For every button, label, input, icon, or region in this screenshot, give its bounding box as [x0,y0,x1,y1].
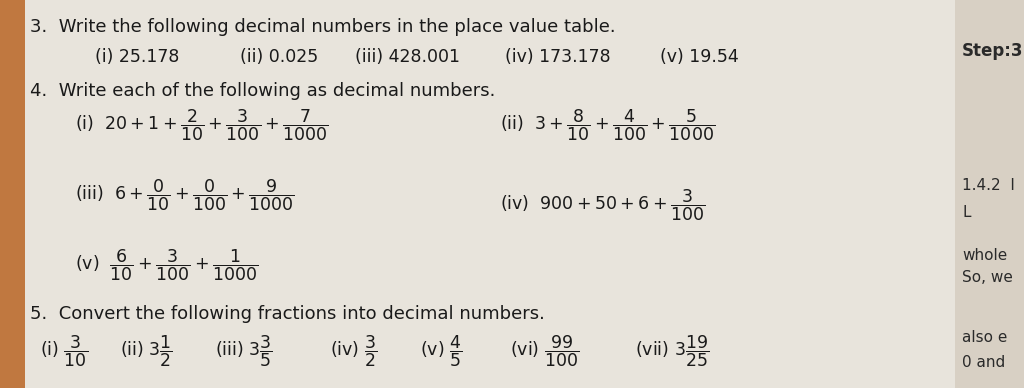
Text: 1.4.2  I: 1.4.2 I [962,178,1015,193]
Text: (i) 25.178: (i) 25.178 [95,48,179,66]
Text: Step:3: Step:3 [962,42,1024,60]
Text: (iv) 173.178: (iv) 173.178 [505,48,610,66]
Text: L: L [962,205,971,220]
Text: So, we: So, we [962,270,1013,285]
Text: whole: whole [962,248,1008,263]
Text: (ii)  $3 + \dfrac{8}{10} + \dfrac{4}{100} + \dfrac{5}{1000}$: (ii) $3 + \dfrac{8}{10} + \dfrac{4}{100}… [500,108,715,144]
Text: 3.  Write the following decimal numbers in the place value table.: 3. Write the following decimal numbers i… [30,18,615,36]
Text: 5.  Convert the following fractions into decimal numbers.: 5. Convert the following fractions into … [30,305,545,323]
Text: (iv)  $900 + 50 + 6 + \dfrac{3}{100}$: (iv) $900 + 50 + 6 + \dfrac{3}{100}$ [500,188,706,223]
Text: (v) $\dfrac{4}{5}$: (v) $\dfrac{4}{5}$ [420,334,463,369]
Text: (iii)  $6 + \dfrac{0}{10} + \dfrac{0}{100} + \dfrac{9}{1000}$: (iii) $6 + \dfrac{0}{10} + \dfrac{0}{100… [75,178,295,213]
Text: 0 and: 0 and [962,355,1006,370]
Bar [0,0,25,388]
Text: (i)  $20 + 1 + \dfrac{2}{10} + \dfrac{3}{100} + \dfrac{7}{1000}$: (i) $20 + 1 + \dfrac{2}{10} + \dfrac{3}{… [75,108,329,144]
Text: (i) $\dfrac{3}{10}$: (i) $\dfrac{3}{10}$ [40,334,88,369]
Text: (v)  $\dfrac{6}{10} + \dfrac{3}{100} + \dfrac{1}{1000}$: (v) $\dfrac{6}{10} + \dfrac{3}{100} + \d… [75,248,258,283]
Text: (vii) $3\dfrac{19}{25}$: (vii) $3\dfrac{19}{25}$ [635,334,710,369]
Text: (ii) 0.025: (ii) 0.025 [240,48,318,66]
Text: (vi) $\dfrac{99}{100}$: (vi) $\dfrac{99}{100}$ [510,334,580,369]
Text: 4.  Write each of the following as decimal numbers.: 4. Write each of the following as decima… [30,82,496,100]
Text: also e: also e [962,330,1008,345]
Text: (iv) $\dfrac{3}{2}$: (iv) $\dfrac{3}{2}$ [330,334,377,369]
Text: (iii) 428.001: (iii) 428.001 [355,48,460,66]
Text: (ii) $3\dfrac{1}{2}$: (ii) $3\dfrac{1}{2}$ [120,334,173,369]
Text: (v) 19.54: (v) 19.54 [660,48,738,66]
Bar [955,0,1024,388]
Text: (iii) $3\dfrac{3}{5}$: (iii) $3\dfrac{3}{5}$ [215,334,272,369]
